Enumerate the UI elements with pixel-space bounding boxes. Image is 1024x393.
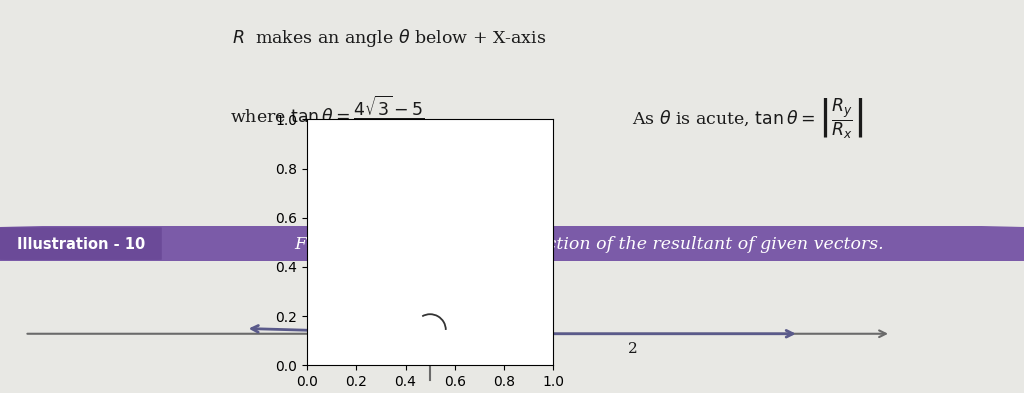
Text: As $\theta$ is acute, $\tan\theta = \left|\dfrac{R_y}{R_x}\right|$: As $\theta$ is acute, $\tan\theta = \lef… [632,96,863,141]
Text: Find the magnitude and direction of the resultant of given vectors.: Find the magnitude and direction of the … [294,235,884,253]
Text: Illustration - 10: Illustration - 10 [16,237,145,252]
Text: 2: 2 [307,324,317,338]
Text: $R$  makes an angle $\theta$ below + X-axis: $R$ makes an angle $\theta$ below + X-ax… [231,28,547,50]
Text: 2: 2 [628,342,638,356]
FancyBboxPatch shape [0,227,162,260]
Text: 120°: 120° [476,317,510,331]
Bar [0,226,1024,261]
Text: where $\tan\theta = \dfrac{4\sqrt{3}-5}{4+5\sqrt{3}}$: where $\tan\theta = \dfrac{4\sqrt{3}-5}{… [230,94,425,143]
